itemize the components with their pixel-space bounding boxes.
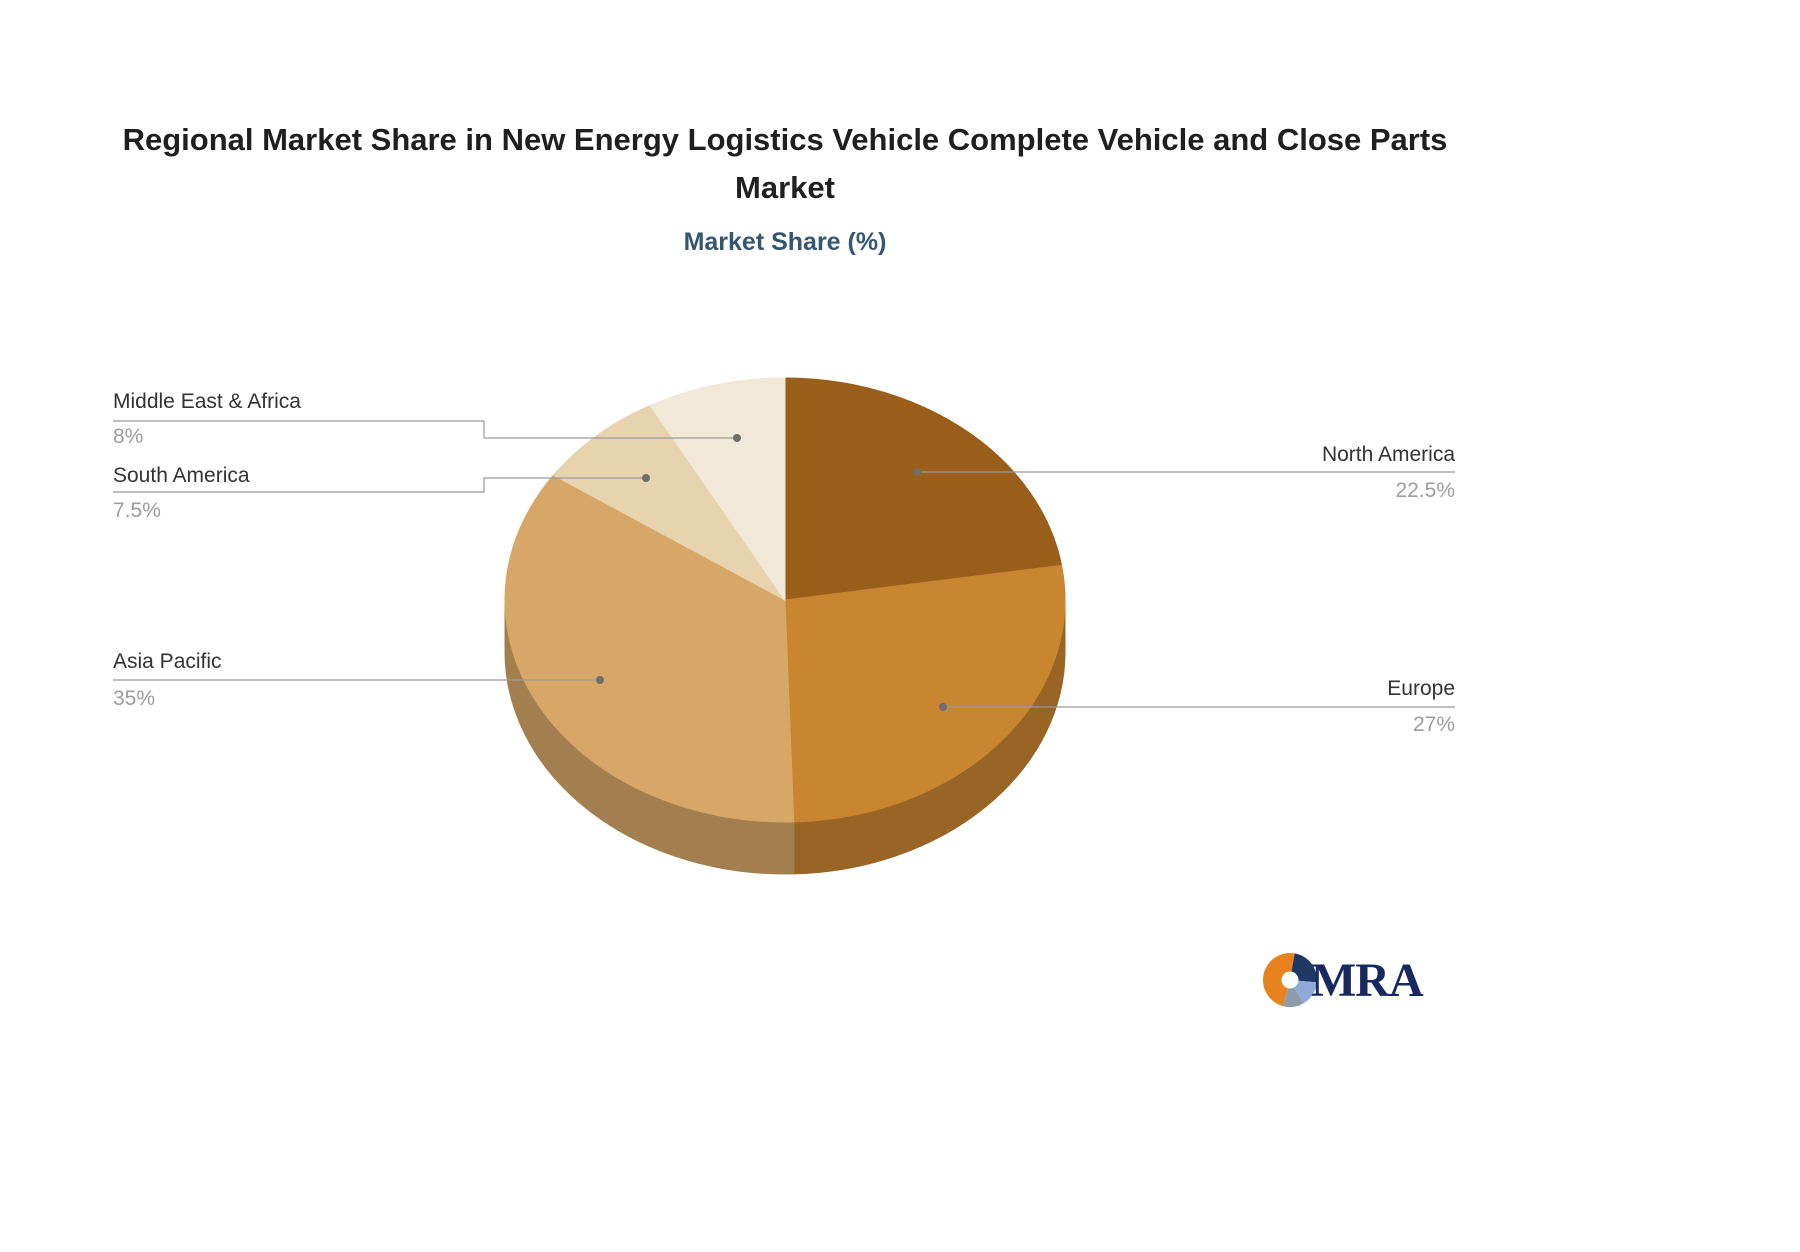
callout-value-asia-pacific: 35% [113,687,156,710]
callout-value-europe: 27% [1412,713,1455,736]
callout-label-europe: Europe [1387,677,1455,700]
leader-line-middle-east-africa [113,420,737,439]
logo-wedge-gray [1283,980,1304,1007]
callout-label-south-america: South America [113,464,250,487]
callout-value-north-america: 22.5% [1395,479,1455,502]
mra-logo-text: MRA [1311,953,1424,1007]
callout-label-asia-pacific: Asia Pacific [113,650,222,673]
mra-logo: MRA [1262,952,1424,1008]
logo-wedge-lightblue [1290,980,1317,1004]
pie-slice-asia-pacific[interactable] [504,474,795,823]
pie-slice-middle-east-africa[interactable] [649,377,786,602]
callout-label-middle-east-africa: Middle East & Africa [113,390,301,413]
callout-value-south-america: 7.5% [113,499,161,522]
logo-wedge-orange [1262,952,1295,1007]
pie-slice-europe[interactable] [784,564,1066,823]
pie-slice-south-america[interactable] [552,404,786,601]
leader-dot-europe [939,703,947,711]
leader-dot-asia-pacific [596,676,604,684]
chart-subtitle: Market Share (%) [683,228,887,256]
chart-title: Regional Market Share in New Energy Logi… [122,122,1448,205]
callout-value-middle-east-africa: 8% [113,425,144,448]
leader-dot-middle-east-africa [733,434,741,442]
pie-slice-north-america[interactable] [784,377,1063,601]
leader-dot-north-america [913,468,921,476]
callout-label-north-america: North America [1321,443,1455,466]
logo-center-dot [1281,971,1299,989]
chart-header: Regional Market Share in New Energy Logi… [0,116,1570,257]
leader-dot-south-america [642,474,650,482]
leader-line-south-america [113,477,646,493]
mra-logo-mark-icon [1262,952,1318,1007]
